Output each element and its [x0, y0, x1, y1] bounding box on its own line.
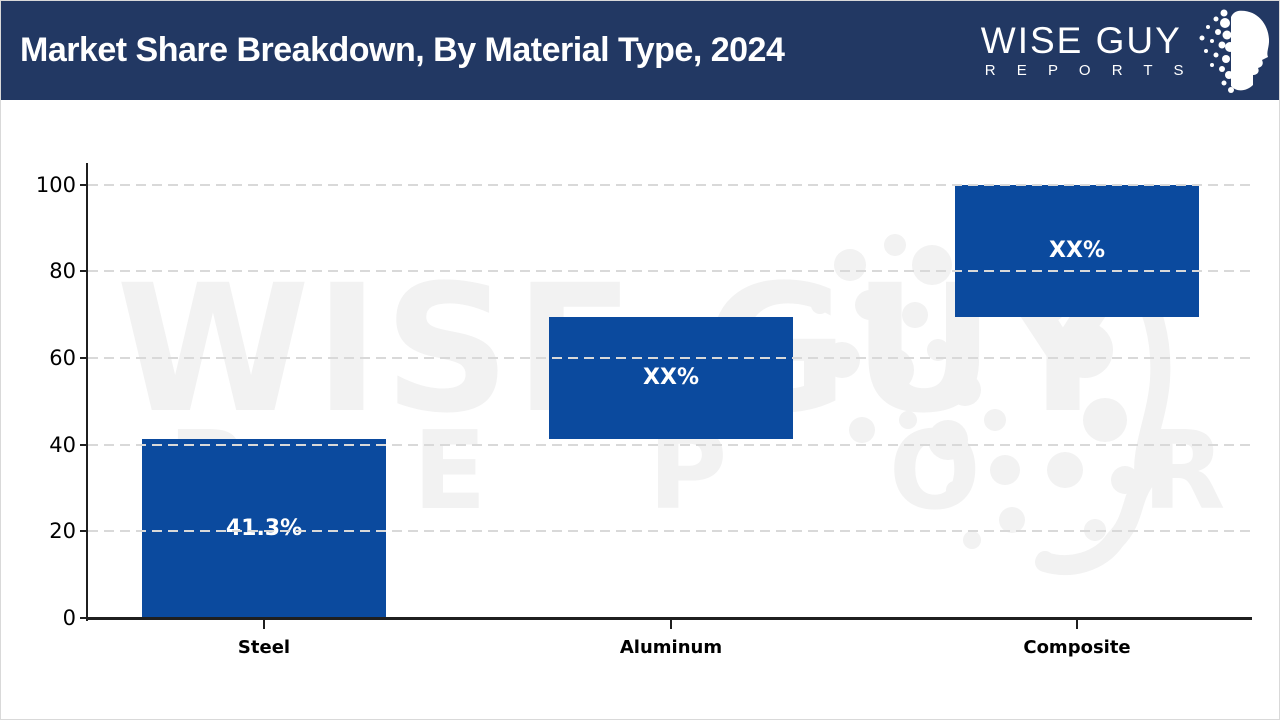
page-title: Market Share Breakdown, By Material Type… [20, 30, 785, 69]
x-tick-label-composite: Composite [1023, 637, 1131, 658]
brand-logo-text: WISE GUY R E P O R T S [981, 22, 1192, 78]
bar-composite: XX% [955, 184, 1199, 317]
x-tick-label-aluminum: Aluminum [619, 637, 723, 658]
brand-subname: R E P O R T S [984, 62, 1192, 79]
bar-value-label-steel: 41.3% [225, 515, 303, 541]
gridline-20 [88, 530, 1252, 533]
brand-name: WISE GUY [980, 20, 1182, 61]
x-tick-aluminum [670, 620, 672, 629]
brand-logo: WISE GUY R E P O R T S [981, 5, 1272, 95]
x-tick-steel [263, 620, 265, 629]
header-bar: Market Share Breakdown, By Material Type… [0, 0, 1280, 100]
bar-value-label-aluminum: XX% [643, 365, 699, 391]
y-tick-label-80: 80 [49, 259, 76, 284]
x-tick-composite [1076, 620, 1078, 629]
gridline-80 [88, 270, 1252, 273]
y-tick-label-60: 60 [49, 345, 76, 370]
y-tick-60 [80, 356, 88, 359]
y-axis-line [86, 163, 88, 621]
gridline-60 [88, 356, 1252, 359]
y-tick-label-40: 40 [49, 432, 76, 457]
y-tick-label-20: 20 [49, 519, 76, 544]
bar-aluminum: XX% [549, 316, 793, 439]
bar-steel: 41.3% [142, 439, 386, 618]
y-tick-label-100: 100 [35, 172, 76, 197]
y-tick-100 [80, 183, 88, 186]
x-axis-line [88, 617, 1252, 620]
gridline-40 [88, 443, 1252, 446]
x-tick-label-steel: Steel [237, 637, 291, 658]
brand-face-icon [1199, 9, 1270, 93]
y-tick-40 [80, 443, 88, 446]
gridline-100 [88, 183, 1252, 186]
y-tick-20 [80, 530, 88, 533]
bar-value-label-composite: XX% [1049, 238, 1105, 264]
y-tick-0 [80, 617, 88, 619]
y-tick-label-0: 0 [62, 606, 76, 630]
y-tick-80 [80, 270, 88, 273]
